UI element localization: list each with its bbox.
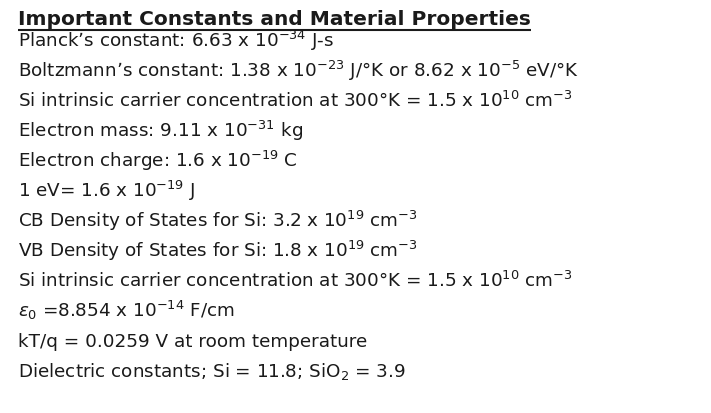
Text: kT/q = 0.0259 V at room temperature: kT/q = 0.0259 V at room temperature xyxy=(18,332,368,350)
Text: Si intrinsic carrier concentration at 300°K = 1.5 x 10$^{10}$ cm$^{-3}$: Si intrinsic carrier concentration at 30… xyxy=(18,91,572,111)
Text: Electron charge: 1.6 x 10$^{-19}$ C: Electron charge: 1.6 x 10$^{-19}$ C xyxy=(18,149,298,173)
Text: Planck’s constant: 6.63 x 10$^{-34}$ J-s: Planck’s constant: 6.63 x 10$^{-34}$ J-s xyxy=(18,29,334,53)
Text: Si intrinsic carrier concentration at 300°K = 1.5 x 10$^{10}$ cm$^{-3}$: Si intrinsic carrier concentration at 30… xyxy=(18,270,572,290)
Text: Boltzmann’s constant: 1.38 x 10$^{-23}$ J/°K or 8.62 x 10$^{-5}$ eV/°K: Boltzmann’s constant: 1.38 x 10$^{-23}$ … xyxy=(18,59,579,83)
Text: $\varepsilon_0$ =8.854 x 10$^{-14}$ F/cm: $\varepsilon_0$ =8.854 x 10$^{-14}$ F/cm xyxy=(18,298,235,321)
Text: Important Constants and Material Properties: Important Constants and Material Propert… xyxy=(18,10,531,29)
Text: Dielectric constants; Si = 11.8; SiO$_2$ = 3.9: Dielectric constants; Si = 11.8; SiO$_2$… xyxy=(18,360,406,381)
Text: CB Density of States for Si: 3.2 x 10$^{19}$ cm$^{-3}$: CB Density of States for Si: 3.2 x 10$^{… xyxy=(18,209,417,233)
Text: Electron mass: 9.11 x 10$^{-31}$ kg: Electron mass: 9.11 x 10$^{-31}$ kg xyxy=(18,119,303,143)
Text: 1 eV= 1.6 x 10$^{-19}$ J: 1 eV= 1.6 x 10$^{-19}$ J xyxy=(18,178,195,202)
Text: VB Density of States for Si: 1.8 x 10$^{19}$ cm$^{-3}$: VB Density of States for Si: 1.8 x 10$^{… xyxy=(18,238,418,262)
